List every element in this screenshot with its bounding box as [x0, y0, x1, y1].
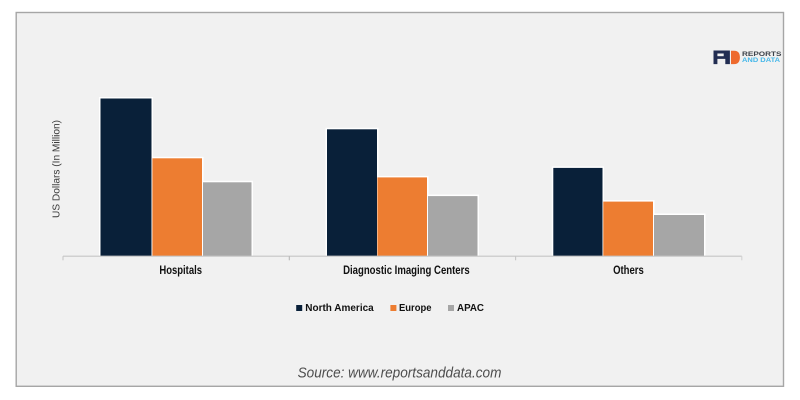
svg-text:US Dollars (In Million): US Dollars (In Million): [51, 120, 63, 218]
svg-text:North America: North America: [305, 302, 374, 314]
svg-text:Source: www.reportsanddata.com: Source: www.reportsanddata.com: [298, 365, 502, 382]
svg-text:AND DATA: AND DATA: [742, 57, 780, 64]
svg-text:Others: Others: [613, 264, 644, 277]
svg-text:REPORTS: REPORTS: [742, 51, 782, 58]
svg-text:APAC: APAC: [457, 302, 484, 314]
svg-text:Hospitals: Hospitals: [159, 264, 202, 277]
svg-text:Europe: Europe: [399, 302, 432, 314]
svg-text:Diagnostic Imaging Centers: Diagnostic Imaging Centers: [343, 264, 470, 277]
